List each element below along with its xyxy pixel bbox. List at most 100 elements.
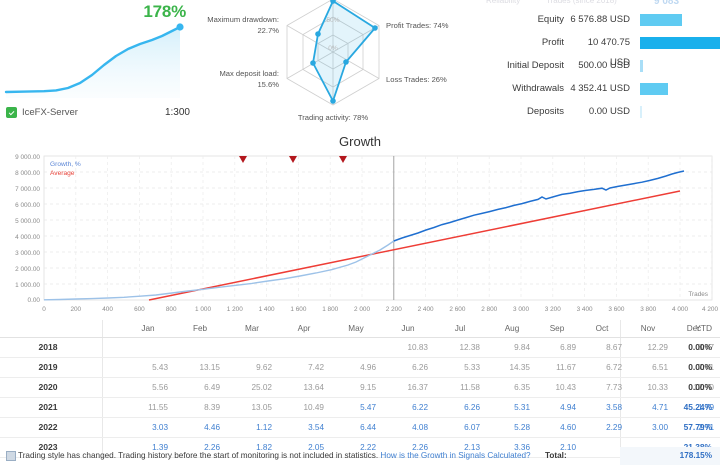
cell-jan: 3.03 [152, 423, 168, 432]
cell-jun: 6.26 [412, 363, 428, 372]
cell-jul: 11.58 [460, 383, 480, 392]
cell-ytd: 0.00% [688, 362, 712, 372]
table-row[interactable]: 2021 11.55 8.39 13.05 10.49 5.47 6.22 6.… [0, 398, 720, 418]
cell-may: 2.22 [360, 443, 376, 452]
growth-chart: Growth [0, 134, 720, 314]
cell-oct: 2.29 [606, 423, 622, 432]
mini-growth-endpoint [176, 23, 184, 31]
cell-feb: 2.26 [204, 443, 220, 452]
plot-frame [43, 155, 713, 301]
y-axis-ticks: 9 000.00 8 000.00 7 000.00 6 000.00 5 00… [15, 154, 40, 304]
svg-text:3 600: 3 600 [608, 306, 624, 313]
cell-jul: 5.33 [464, 363, 480, 372]
cell-oct: 7.73 [606, 383, 622, 392]
cell-nov: 4.71 [652, 403, 668, 412]
total-value: 178.15% [679, 451, 712, 460]
cutoff-trades-label: Trades (since 2018) [546, 0, 617, 5]
growth-help-link[interactable]: How is the Growth in Signals Calculated? [380, 451, 531, 460]
cell-jul: 6.26 [464, 403, 480, 412]
profit-value: 10 470.75 USD [587, 37, 630, 68]
svg-text:7 000.00: 7 000.00 [15, 186, 40, 193]
total-highlight-box [620, 447, 720, 465]
monthly-returns-table: Jan Feb Mar Apr May Jun Jul Aug Sep Oct … [0, 320, 720, 458]
table-row[interactable]: 2020 5.56 6.49 25.02 13.64 9.15 16.37 11… [0, 378, 720, 398]
initial-deposit-value: 500.00 USD [578, 60, 630, 71]
cell-may: 5.47 [360, 403, 376, 412]
cell-dec: 2.71 [698, 423, 714, 432]
mini-growth-line [4, 25, 182, 94]
cutoff-header-row: Reliability Trades (since 2018) 9 083 [468, 0, 720, 6]
svg-text:1 800: 1 800 [322, 306, 338, 313]
col-nov: Nov [640, 324, 656, 333]
mini-growth-card[interactable]: 178% IceFX-Server 1:300 [0, 0, 200, 132]
radar-label-trading-activity: Trading activity: 78% [298, 113, 368, 122]
cell-may: 9.15 [360, 383, 376, 392]
cell-may: 6.44 [360, 423, 376, 432]
leverage-value: 1:300 [164, 107, 190, 118]
cell-jun: 6.22 [412, 403, 428, 412]
cell-sep: 4.60 [560, 423, 576, 432]
table-row[interactable]: 2019 5.43 13.15 9.62 7.42 4.96 6.26 5.33… [0, 358, 720, 378]
svg-text:2 200: 2 200 [386, 306, 402, 313]
col-ytd: YTD [695, 323, 712, 333]
footer-note-text: Trading style has changed. Trading histo… [18, 451, 379, 460]
svg-text:4 000: 4 000 [672, 306, 688, 313]
col-sep: Sep [549, 324, 565, 333]
stats-row-profit: Profit 10 470.75 USD [468, 33, 720, 68]
svg-text:2 800: 2 800 [481, 306, 497, 313]
col-jul: Jul [454, 324, 466, 333]
cell-oct: 3.58 [606, 403, 622, 412]
cell-jan [108, 338, 168, 357]
row-year: 2019 [38, 362, 58, 372]
cell-feb [160, 338, 220, 357]
cell-apr: 2.05 [308, 443, 324, 452]
equity-bar [640, 14, 682, 26]
cell-sep: 4.94 [560, 403, 576, 412]
cell-sep: 11.67 [556, 363, 576, 372]
radar-label-maximum-drawdown: Maximum drawdown: [207, 15, 279, 24]
svg-text:1 400: 1 400 [259, 306, 275, 313]
radar-label-loss-trades: Loss Trades: 26% [386, 75, 447, 84]
cutoff-reliability-label: Reliability [486, 0, 521, 5]
cell-jul: 2.13 [464, 443, 480, 452]
x-axis-ticks: 0 200 400 600 800 1 000 1 200 1 400 1 60… [42, 306, 718, 313]
table-row[interactable]: 2022 3.03 4.46 1.12 3.54 6.44 4.08 6.07 … [0, 418, 720, 438]
radar-spokes [286, 0, 380, 105]
svg-text:2 000: 2 000 [354, 306, 370, 313]
svg-text:3 400: 3 400 [577, 306, 593, 313]
svg-text:4 000.00: 4 000.00 [15, 234, 40, 241]
svg-text:3 000.00: 3 000.00 [15, 250, 40, 257]
cell-aug: 14.35 [509, 363, 531, 372]
withdrawals-bar-track [640, 83, 668, 95]
svg-text:6 000.00: 6 000.00 [15, 202, 40, 209]
row-year: 2018 [38, 342, 58, 352]
cell-dec: 8.47 [698, 343, 714, 352]
equity-bar-track [640, 14, 682, 26]
cell-sep: 6.89 [560, 343, 576, 352]
growth-line-pre-monitoring [43, 240, 395, 301]
cell-nov: 10.33 [647, 383, 669, 392]
average-line [148, 190, 681, 301]
cell-aug: 5.28 [514, 423, 530, 432]
svg-text:8 000.00: 8 000.00 [15, 170, 40, 177]
equity-label: Equity [537, 14, 564, 25]
cell-feb: 8.39 [204, 403, 220, 412]
radar-center-label-0: 0% [328, 45, 338, 52]
row-year: 2021 [38, 402, 58, 412]
table-row[interactable]: 2018 10.83 12.38 9.84 6.89 8.67 12.29 8.… [0, 338, 720, 358]
cell-jun: 10.83 [407, 343, 429, 352]
svg-text:0.00: 0.00 [28, 297, 41, 304]
table-header-row: Jan Feb Mar Apr May Jun Jul Aug Sep Oct … [0, 320, 720, 338]
deposits-bar [640, 106, 642, 118]
col-jan: Jan [141, 324, 155, 333]
col-dec: Dec [686, 324, 702, 333]
cell-feb: 13.15 [199, 363, 221, 372]
cell-aug: 9.84 [514, 343, 530, 352]
svg-text:1 000.00: 1 000.00 [15, 282, 40, 289]
x-axis-label: Trades [688, 291, 708, 298]
profit-bar [640, 37, 720, 49]
svg-text:2 000.00: 2 000.00 [15, 266, 40, 273]
stats-row-deposits: Deposits 0.00 USD [468, 102, 720, 122]
event-markers[interactable] [239, 156, 347, 163]
footer-note: Trading style has changed. Trading histo… [18, 451, 531, 460]
